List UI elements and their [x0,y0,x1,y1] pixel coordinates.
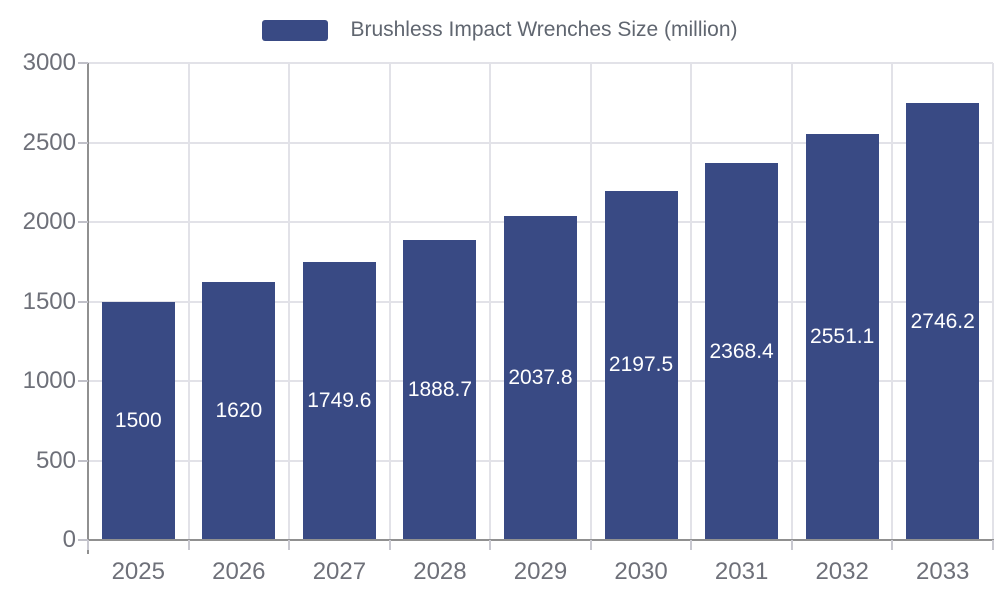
y-axis-label: 1000 [22,367,76,394]
bar-value-label: 2551.1 [810,325,875,349]
x-axis-tick [187,540,190,550]
x-axis-label: 2026 [212,558,266,585]
y-axis-tick [78,300,88,303]
x-axis-tick [288,540,291,550]
y-axis-label: 1500 [22,287,76,315]
v-gridline [589,63,592,540]
y-axis-tick [78,380,88,382]
x-axis-tick [690,540,693,550]
v-gridline [489,63,492,540]
x-axis-label: 2027 [312,558,367,585]
bar-value-label: 1888.7 [407,377,473,401]
y-axis-tick [78,459,88,462]
bar-2026[interactable]: 1620 [202,282,276,540]
y-axis-label: 2000 [22,208,76,235]
x-axis-tick [87,540,89,550]
y-axis-tick [78,539,88,541]
y-axis-label: 2500 [22,128,76,156]
v-gridline [187,63,190,540]
v-gridline [891,63,894,540]
bar-value-label: 1500 [114,408,162,432]
v-gridline [388,63,391,540]
x-axis-tick [388,540,391,550]
x-axis-tick [589,540,592,550]
x-axis-label: 2031 [714,558,769,585]
x-axis-tick [891,540,894,550]
plot-area: 1500 1620 1749.6 1888.7 2037.8 2197.5 2368.4 25… [87,62,994,554]
bar-2032[interactable]: 2551.1 [805,134,879,540]
x-axis-label: 2028 [413,558,467,585]
bar-value-label: 2037.8 [508,366,573,389]
x-axis-label: 2025 [111,558,165,585]
legend-label: Brushless Impact Wrenches Size (million) [350,18,738,41]
x-axis-label: 2032 [815,558,869,585]
x-axis-tick [489,540,492,550]
y-axis-line [87,63,89,554]
bar-2033[interactable]: 2746.2 [906,103,980,540]
h-gridline [88,62,993,64]
bar-2030[interactable]: 2197.5 [604,190,678,540]
y-axis-label: 0 [62,526,76,553]
bar-value-label: 2368.4 [709,339,774,363]
x-axis-line [87,539,994,541]
y-axis-tick [78,221,88,223]
y-axis-tick [78,62,88,64]
bar-value-label: 2746.2 [910,309,975,333]
x-axis-label: 2030 [614,558,668,585]
legend-item[interactable]: Brushless Impact Wrenches Size (million) [0,18,1000,42]
bar-2027[interactable]: 1749.6 [302,261,376,540]
bar-value-label: 1620 [215,399,263,423]
legend-swatch [262,19,329,41]
h-gridline [88,141,993,144]
y-axis-label: 3000 [22,49,76,76]
x-axis-label: 2029 [513,558,568,585]
x-axis-tick [790,540,793,550]
bar-2031[interactable]: 2368.4 [705,163,779,540]
bar-2029[interactable]: 2037.8 [504,216,577,540]
bar-value-label: 1749.6 [307,388,372,412]
y-axis-label: 500 [35,446,76,474]
y-axis-tick [78,141,88,144]
x-axis-label: 2033 [916,558,970,585]
bar-value-label: 2197.5 [608,353,674,377]
bar-2028[interactable]: 1888.7 [403,239,477,540]
v-gridline [790,63,793,540]
v-gridline [992,63,994,540]
v-gridline [288,63,291,540]
v-gridline [690,63,693,540]
x-axis-tick [992,540,994,550]
bar-2025[interactable]: 1500 [101,301,175,540]
